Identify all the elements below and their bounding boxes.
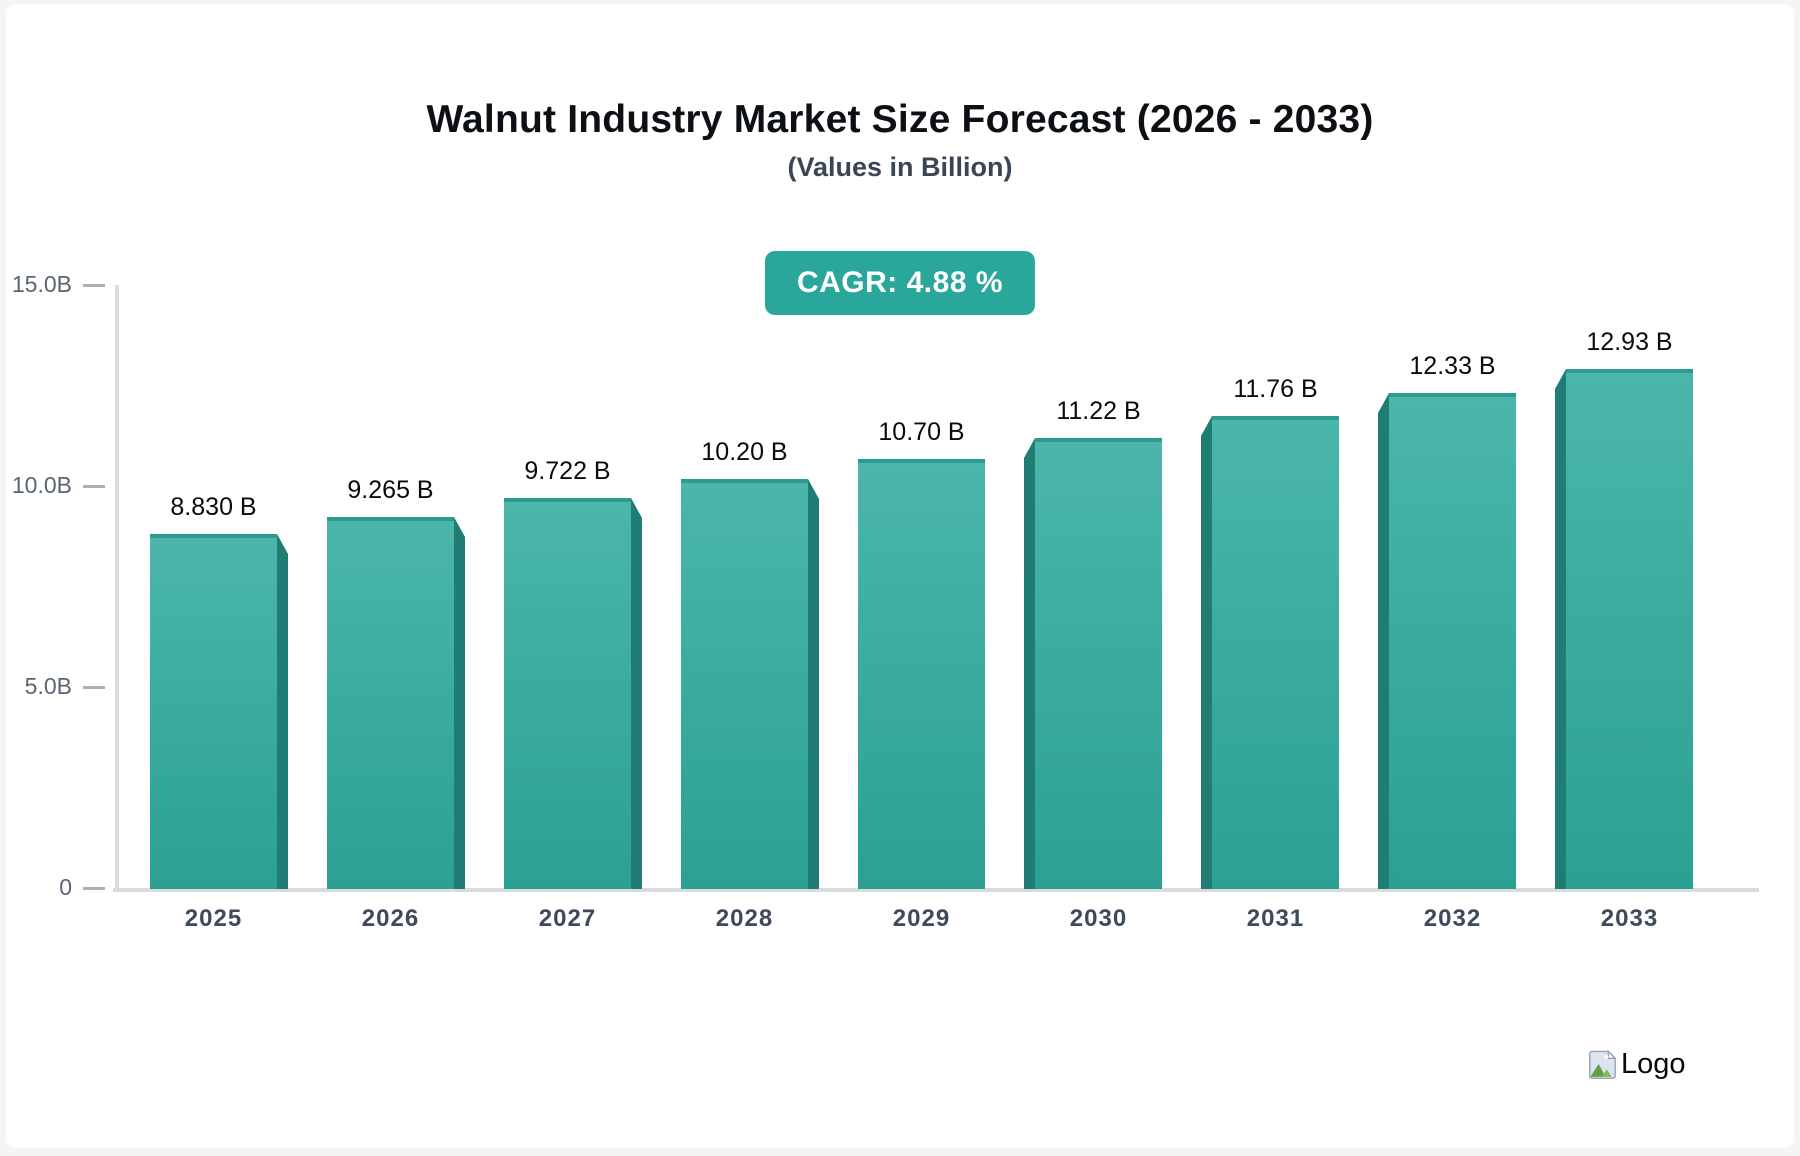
bar-3d-side-2033 xyxy=(1555,369,1566,889)
bar-3d-side-2025 xyxy=(277,534,288,889)
cagr-badge: CAGR: 4.88 % xyxy=(764,251,1036,315)
y-tick-label-15.0B: 15.0B xyxy=(11,271,72,297)
y-tick-dash-5.0B xyxy=(83,686,105,689)
y-tick-label-5.0B: 5.0B xyxy=(24,673,72,699)
bar-3d-side-2027 xyxy=(631,498,642,889)
bar-3d-side-2028 xyxy=(808,479,819,889)
chart-subtitle: (Values in Billion) xyxy=(787,152,1013,182)
bar-2028[interactable] xyxy=(681,479,808,889)
x-axis-label-2026: 2026 xyxy=(361,905,420,932)
x-axis-label-2030: 2030 xyxy=(1069,905,1128,932)
bar-2032[interactable] xyxy=(1389,393,1516,889)
bar-value-label-2030: 11.22 B xyxy=(1056,397,1141,425)
x-axis-label-2027: 2027 xyxy=(538,905,597,932)
x-axis-label-2033: 2033 xyxy=(1600,905,1659,932)
broken-image-icon xyxy=(1589,1049,1617,1079)
bar-value-label-2027: 9.722 B xyxy=(524,457,611,485)
x-axis-label-2025: 2025 xyxy=(184,905,243,932)
bar-value-label-2026: 9.265 B xyxy=(347,476,434,504)
plot-area: 8.830 B 9.265 B 9.722 B 10.20 B 10.70 B 11.22… xyxy=(113,285,1763,892)
y-tick-dash-15.0B xyxy=(83,284,105,287)
bar-2033[interactable] xyxy=(1566,369,1693,889)
logo-alt-text: Logo xyxy=(1621,1047,1686,1080)
bar-value-label-2033: 12.93 B xyxy=(1586,328,1673,356)
bar-3d-side-2026 xyxy=(454,517,465,889)
bar-2031[interactable] xyxy=(1212,416,1339,889)
bar-2030[interactable] xyxy=(1035,438,1162,889)
bar-2025[interactable] xyxy=(150,534,277,889)
y-tick-dash-0 xyxy=(83,887,105,890)
y-axis-line xyxy=(115,285,119,892)
chart-title: Walnut Industry Market Size Forecast (20… xyxy=(426,98,1374,141)
bar-2029[interactable] xyxy=(858,459,985,889)
logo: Logo xyxy=(1587,1042,1686,1086)
bar-value-label-2029: 10.70 B xyxy=(878,418,965,446)
y-tick-label-0: 0 xyxy=(59,874,72,900)
x-axis-label-2032: 2032 xyxy=(1423,905,1482,932)
x-axis-label-2031: 2031 xyxy=(1246,905,1305,932)
chart-card: Walnut Industry Market Size Forecast (20… xyxy=(6,4,1794,1148)
bar-2026[interactable] xyxy=(327,517,454,889)
x-axis-line xyxy=(113,888,1759,892)
bar-3d-side-2030 xyxy=(1024,438,1035,889)
x-axis-label-2028: 2028 xyxy=(715,905,774,932)
bar-3d-side-2032 xyxy=(1378,393,1389,889)
bar-value-label-2025: 8.830 B xyxy=(170,493,257,521)
bar-value-label-2031: 11.76 B xyxy=(1233,375,1318,403)
bar-2027[interactable] xyxy=(504,498,631,889)
bar-value-label-2032: 12.33 B xyxy=(1409,352,1496,380)
y-tick-label-10.0B: 10.0B xyxy=(11,472,72,498)
bar-3d-side-2031 xyxy=(1201,416,1212,889)
y-tick-dash-10.0B xyxy=(83,485,105,488)
x-axis-label-2029: 2029 xyxy=(892,905,951,932)
bar-value-label-2028: 10.20 B xyxy=(701,438,788,466)
